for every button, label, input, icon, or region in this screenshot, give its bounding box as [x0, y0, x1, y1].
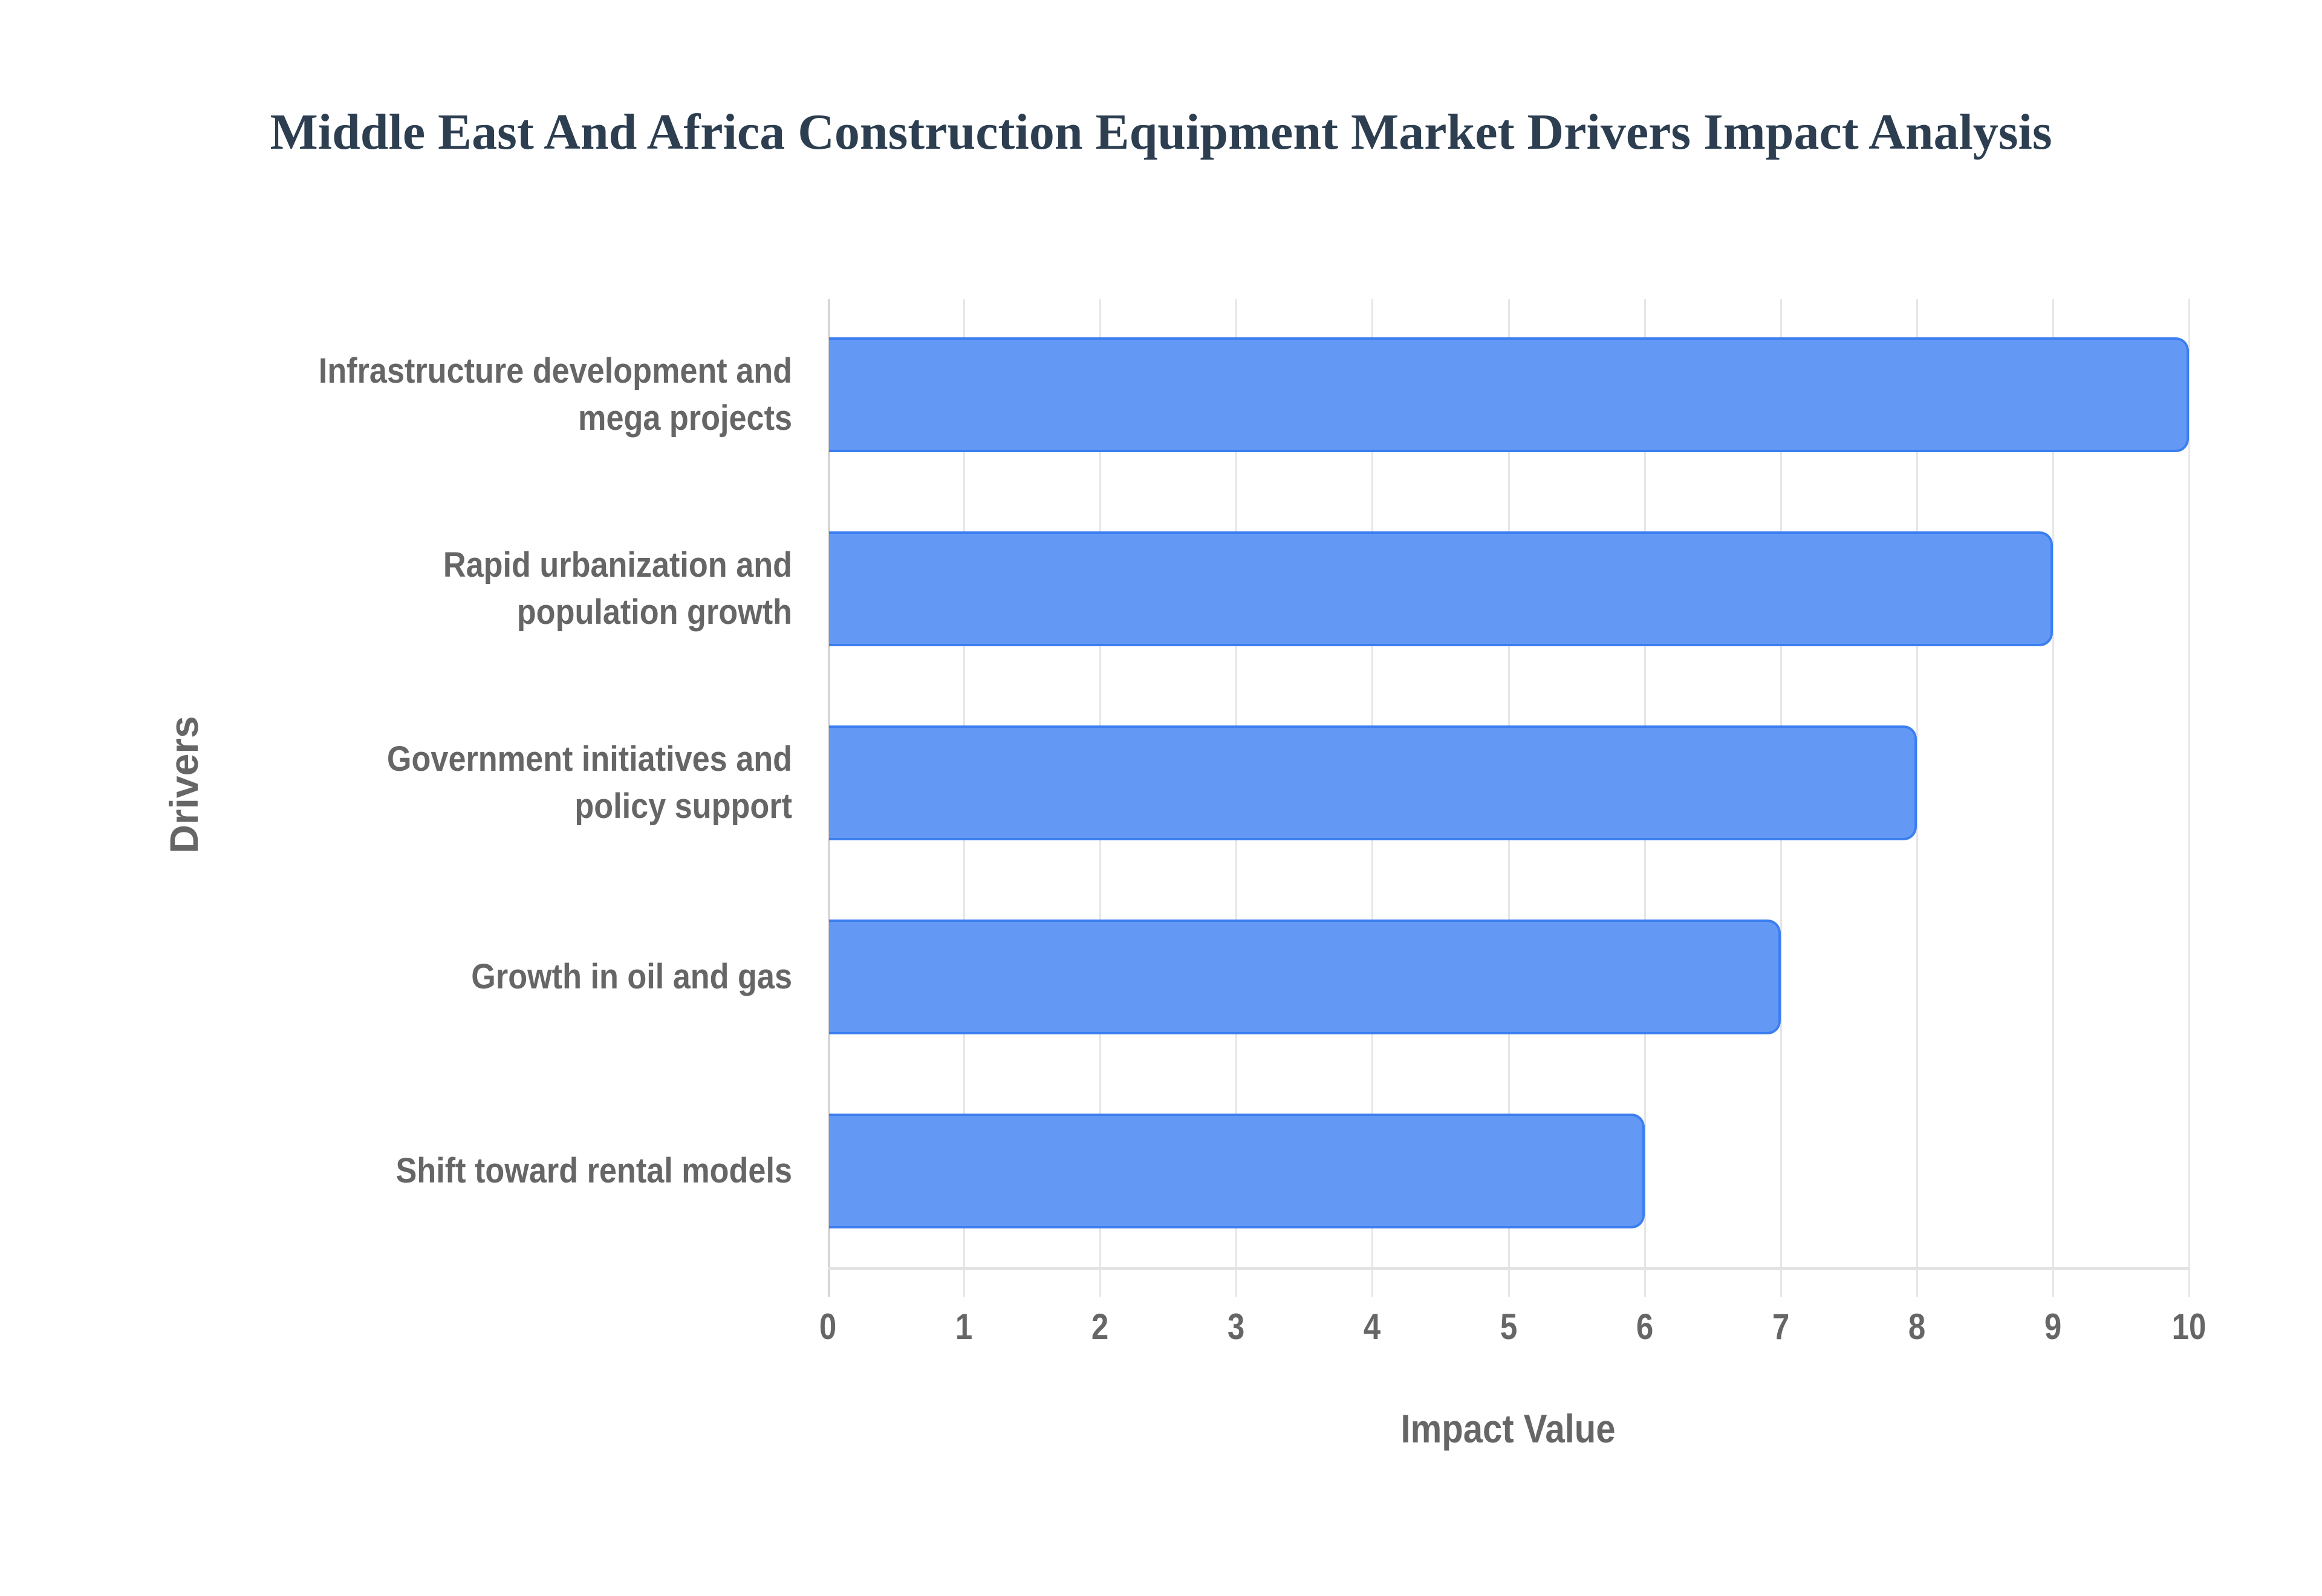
x-tick-label: 6 [1636, 1306, 1653, 1347]
category-label-line: Growth in oil and gas [471, 957, 792, 996]
category-label-line: Shift toward rental models [395, 1151, 792, 1190]
x-tick-label: 7 [1772, 1306, 1789, 1347]
x-tick-label: 8 [1908, 1306, 1925, 1347]
plot-area [828, 299, 2190, 1297]
gridline [2052, 299, 2054, 1297]
bar[interactable] [829, 920, 1781, 1034]
category-label: Government initiatives and policy support [194, 736, 792, 830]
gridline [1916, 299, 1918, 1297]
bar[interactable] [829, 725, 1917, 840]
bar[interactable] [829, 337, 2189, 452]
category-label: Infrastructure development and mega proje… [194, 348, 792, 442]
x-tick-label: 5 [1500, 1306, 1517, 1347]
x-tick-label: 4 [1364, 1306, 1381, 1347]
chart-title: Middle East And Africa Construction Equi… [270, 104, 2052, 160]
x-axis-line [828, 1267, 2189, 1270]
x-tick-label: 9 [2044, 1306, 2062, 1347]
x-tick-label: 10 [2171, 1306, 2207, 1347]
category-label-line: Rapid urbanization and [443, 545, 792, 585]
bar[interactable] [829, 1114, 1645, 1228]
x-tick-label: 0 [819, 1306, 837, 1347]
category-label-line: Government initiatives and [386, 739, 792, 779]
category-label-line: policy support [574, 787, 792, 826]
category-label: Growth in oil and gas [194, 953, 792, 1001]
category-label: Rapid urbanization and population growth [194, 542, 792, 636]
category-label-line: mega projects [578, 398, 792, 438]
x-tick-label: 3 [1228, 1306, 1245, 1347]
x-tick-label: 2 [1091, 1306, 1109, 1347]
category-label-line: population growth [516, 592, 792, 632]
category-label-line: Infrastructure development and [318, 351, 792, 391]
x-axis-title: Impact Value [1400, 1406, 1616, 1451]
gridline [2188, 299, 2190, 1297]
x-tick-label: 1 [955, 1306, 973, 1347]
bar[interactable] [829, 531, 2053, 646]
category-label: Shift toward rental models [194, 1147, 792, 1195]
